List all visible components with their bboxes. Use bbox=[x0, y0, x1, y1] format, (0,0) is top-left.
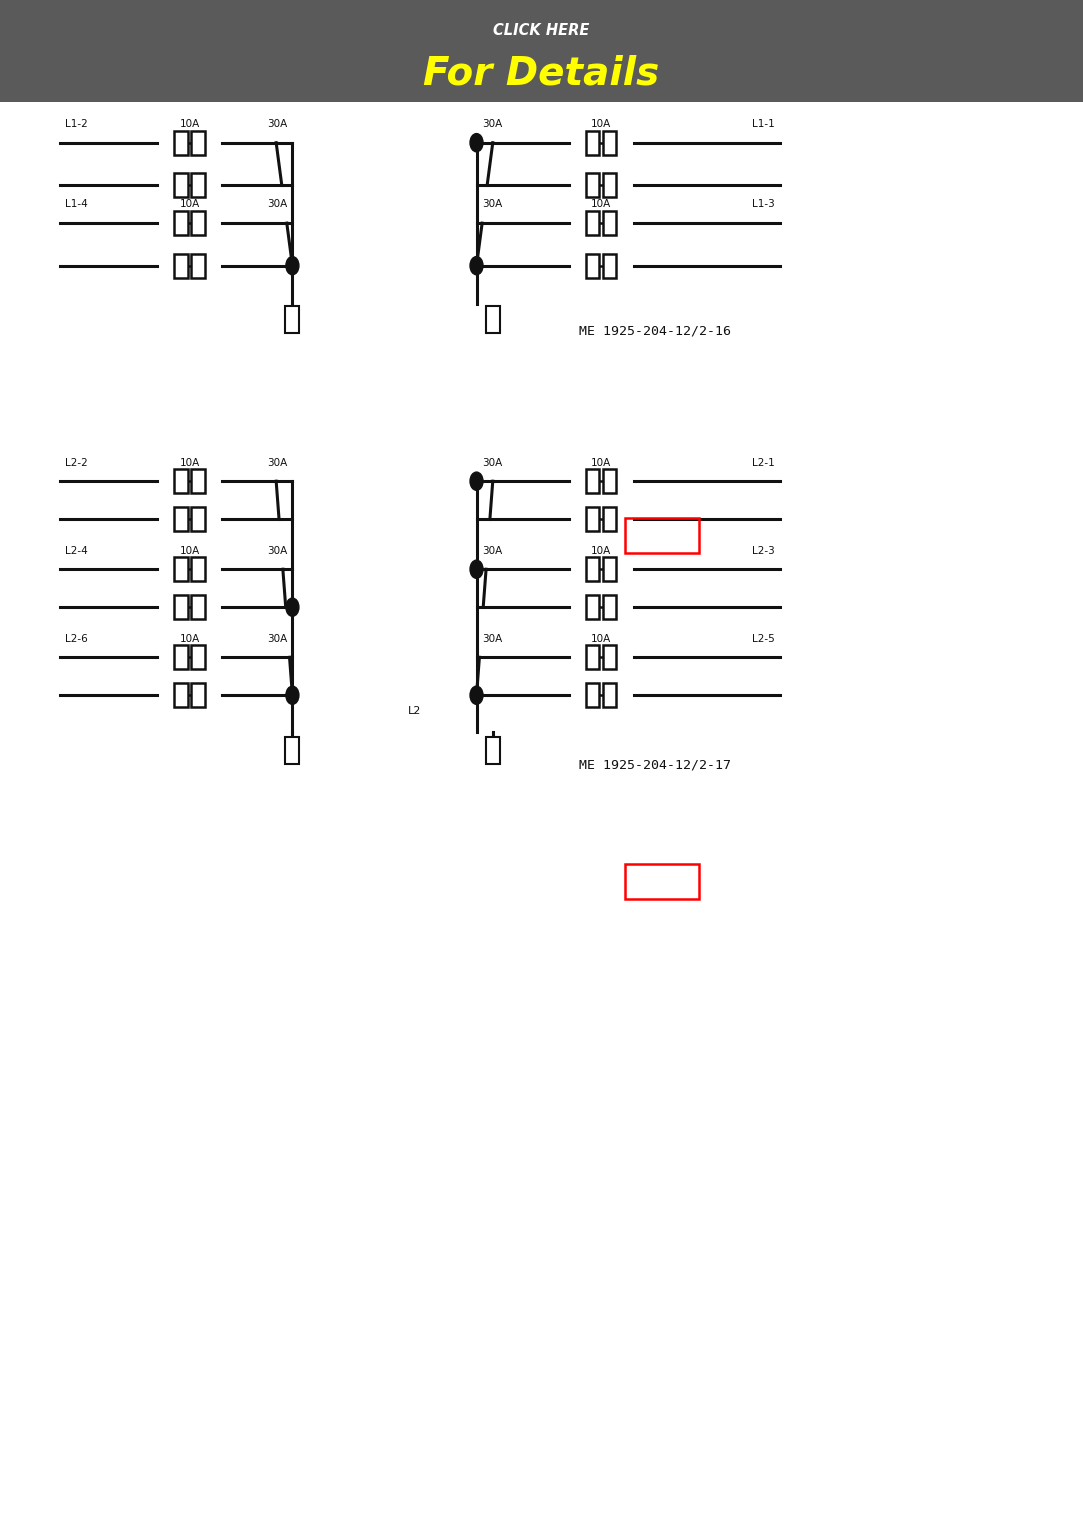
Bar bbox=[191, 557, 205, 581]
Text: 10A: 10A bbox=[591, 545, 611, 556]
Bar bbox=[602, 683, 616, 707]
Text: L2-5: L2-5 bbox=[752, 633, 774, 644]
Bar bbox=[485, 305, 500, 332]
Text: L1-2: L1-2 bbox=[65, 118, 88, 129]
Text: L2-4: L2-4 bbox=[65, 545, 88, 556]
Bar bbox=[586, 645, 600, 669]
Text: 30A: 30A bbox=[266, 633, 287, 644]
Circle shape bbox=[286, 257, 299, 275]
Bar bbox=[625, 864, 699, 899]
Bar bbox=[586, 683, 600, 707]
Text: 30A: 30A bbox=[482, 457, 503, 468]
Bar bbox=[174, 645, 188, 669]
Text: 10A: 10A bbox=[180, 199, 199, 209]
Text: 30A: 30A bbox=[482, 633, 503, 644]
Bar bbox=[191, 595, 205, 619]
Bar bbox=[602, 131, 616, 155]
Bar bbox=[625, 518, 699, 553]
Bar bbox=[0, 0, 1083, 102]
Bar bbox=[586, 557, 600, 581]
Bar bbox=[602, 507, 616, 531]
Bar bbox=[174, 173, 188, 197]
Bar bbox=[191, 211, 205, 235]
Text: 30A: 30A bbox=[266, 457, 287, 468]
Bar bbox=[602, 173, 616, 197]
Text: 10A: 10A bbox=[180, 118, 199, 129]
Text: 30A: 30A bbox=[482, 118, 503, 129]
Bar bbox=[602, 557, 616, 581]
Bar bbox=[602, 211, 616, 235]
Text: 10A: 10A bbox=[591, 633, 611, 644]
Text: 30A: 30A bbox=[266, 199, 287, 209]
Text: For Details: For Details bbox=[423, 55, 660, 93]
Circle shape bbox=[470, 686, 483, 704]
Circle shape bbox=[470, 560, 483, 578]
Text: 10A: 10A bbox=[180, 545, 199, 556]
Bar bbox=[586, 595, 600, 619]
Text: 30A: 30A bbox=[482, 199, 503, 209]
Text: 10A: 10A bbox=[591, 118, 611, 129]
Bar bbox=[285, 305, 299, 332]
Text: L1-3: L1-3 bbox=[752, 199, 774, 209]
Text: L2-2: L2-2 bbox=[65, 457, 88, 468]
Circle shape bbox=[286, 598, 299, 616]
Text: 30A: 30A bbox=[482, 545, 503, 556]
Text: 10A: 10A bbox=[591, 199, 611, 209]
Text: L1-4: L1-4 bbox=[65, 199, 88, 209]
Text: 30A: 30A bbox=[266, 545, 287, 556]
Bar bbox=[586, 469, 600, 493]
Text: 10A: 10A bbox=[180, 633, 199, 644]
Text: L2-1: L2-1 bbox=[752, 457, 774, 468]
Bar bbox=[191, 469, 205, 493]
Bar bbox=[174, 595, 188, 619]
Bar bbox=[586, 173, 600, 197]
Bar bbox=[174, 469, 188, 493]
Circle shape bbox=[470, 134, 483, 152]
Bar bbox=[191, 131, 205, 155]
Bar bbox=[191, 507, 205, 531]
Bar bbox=[586, 254, 600, 278]
Bar bbox=[174, 557, 188, 581]
Bar bbox=[586, 507, 600, 531]
Bar bbox=[174, 507, 188, 531]
Text: CLICK HERE: CLICK HERE bbox=[494, 23, 589, 38]
Bar bbox=[174, 683, 188, 707]
Bar bbox=[191, 173, 205, 197]
Text: L2-6: L2-6 bbox=[65, 633, 88, 644]
Bar bbox=[174, 254, 188, 278]
Text: ME 1925-204-12/2-17: ME 1925-204-12/2-17 bbox=[579, 759, 731, 771]
Circle shape bbox=[286, 686, 299, 704]
Bar bbox=[602, 254, 616, 278]
Bar bbox=[602, 595, 616, 619]
Text: ME 1925-204-12/2-16: ME 1925-204-12/2-16 bbox=[579, 325, 731, 337]
Text: L1-1: L1-1 bbox=[752, 118, 774, 129]
Text: 10A: 10A bbox=[591, 457, 611, 468]
Text: L2-3: L2-3 bbox=[752, 545, 774, 556]
Bar bbox=[586, 211, 600, 235]
Bar bbox=[485, 736, 500, 764]
Bar bbox=[174, 211, 188, 235]
Bar bbox=[285, 736, 299, 764]
Bar bbox=[191, 645, 205, 669]
Circle shape bbox=[470, 472, 483, 490]
Bar bbox=[602, 469, 616, 493]
Bar bbox=[191, 254, 205, 278]
Bar bbox=[602, 645, 616, 669]
Text: L2: L2 bbox=[407, 706, 421, 716]
Circle shape bbox=[470, 257, 483, 275]
Text: 10A: 10A bbox=[180, 457, 199, 468]
Bar bbox=[586, 131, 600, 155]
Text: 30A: 30A bbox=[266, 118, 287, 129]
Bar bbox=[174, 131, 188, 155]
Bar bbox=[191, 683, 205, 707]
